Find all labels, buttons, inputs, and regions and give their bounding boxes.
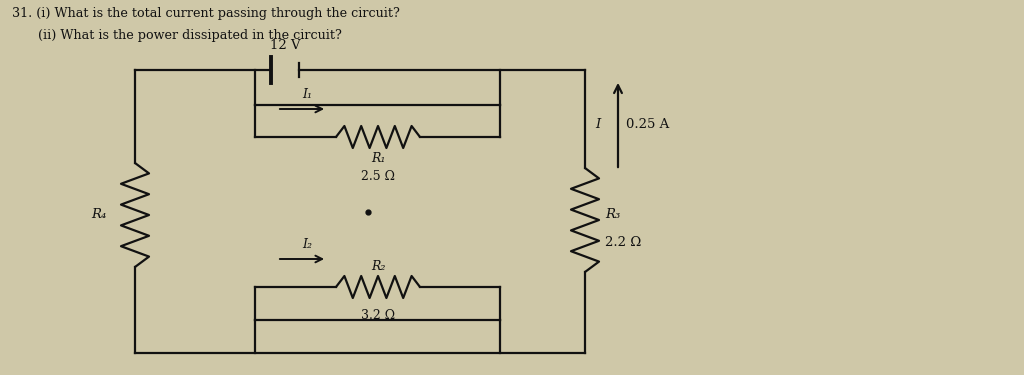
Text: 31. (i) What is the total current passing through the circuit?: 31. (i) What is the total current passin… <box>12 7 400 20</box>
Text: 3.2 Ω: 3.2 Ω <box>360 309 395 322</box>
Text: I₂: I₂ <box>302 238 312 251</box>
Text: I: I <box>595 118 600 132</box>
Text: R₂: R₂ <box>371 260 385 273</box>
Text: R₁: R₁ <box>371 152 385 165</box>
Text: 2.5 Ω: 2.5 Ω <box>361 170 395 183</box>
Text: 12 V: 12 V <box>269 39 300 52</box>
Text: 0.25 A: 0.25 A <box>626 118 670 132</box>
Text: R₃: R₃ <box>605 209 621 222</box>
Text: 2.2 Ω: 2.2 Ω <box>605 236 641 249</box>
Text: I₁: I₁ <box>302 88 312 101</box>
Text: (ii) What is the power dissipated in the circuit?: (ii) What is the power dissipated in the… <box>38 29 342 42</box>
Text: R₄: R₄ <box>91 209 106 222</box>
